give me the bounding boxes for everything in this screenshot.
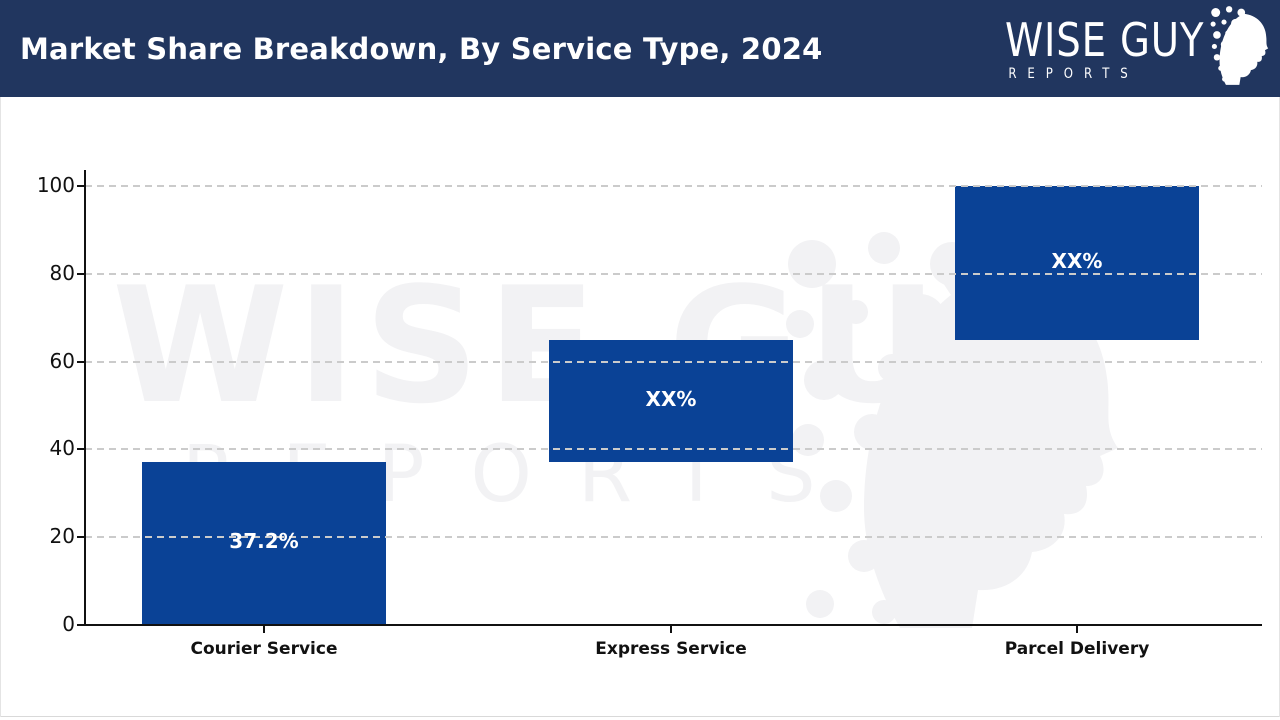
y-tick-label-100: 100	[36, 173, 75, 197]
bar-value-label: XX%	[645, 386, 697, 411]
x-axis-spine	[84, 624, 1262, 626]
gridline-40	[85, 448, 1262, 451]
logo-head-icon	[1210, 6, 1269, 85]
y-tick-label-20: 20	[49, 524, 75, 549]
gridline-20	[85, 536, 1262, 539]
wiseguy-logo: WISE GUY REPORTS	[967, 4, 1272, 94]
y-tick-mark-40	[77, 448, 85, 451]
logo-text: WISE GUY REPORTS	[1005, 17, 1204, 82]
gridline-80	[85, 272, 1262, 275]
bar-express-service	[549, 339, 793, 462]
x-tick-mark	[670, 625, 672, 633]
x-category-label: Parcel Delivery	[1004, 639, 1150, 659]
logo-subtitle: REPORTS	[1007, 65, 1139, 82]
y-tick-mark-80	[77, 272, 85, 275]
y-tick-mark-20	[77, 536, 85, 539]
y-tick-mark-100	[77, 185, 85, 187]
y-tick-label-80: 80	[49, 260, 75, 285]
x-category-label: Courier Service	[190, 639, 338, 659]
y-axis-spine	[84, 170, 86, 626]
x-tick-mark	[263, 625, 265, 633]
bar-value-label: 37.2%	[229, 529, 299, 554]
y-tick-label-60: 60	[49, 348, 75, 373]
bar-parcel-delivery	[955, 186, 1199, 340]
y-tick-label-40: 40	[49, 436, 75, 461]
x-category-label: Express Service	[595, 639, 747, 659]
bar-value-label: XX%	[1051, 248, 1103, 273]
gridline-100	[85, 185, 1262, 187]
logo-wordmark: WISE GUY	[1004, 12, 1204, 67]
page-left-border	[0, 97, 1, 717]
bar-courier-service	[142, 461, 386, 625]
x-tick-mark	[1076, 625, 1078, 633]
y-tick-mark-0	[77, 624, 85, 626]
y-tick-mark-60	[77, 360, 85, 363]
page-bottom-border	[0, 716, 1280, 717]
header-bar: Market Share Breakdown, By Service Type,…	[0, 0, 1280, 97]
gridline-60	[85, 360, 1262, 363]
page-title: Market Share Breakdown, By Service Type,…	[20, 32, 823, 66]
y-tick-label-0: 0	[62, 612, 75, 636]
